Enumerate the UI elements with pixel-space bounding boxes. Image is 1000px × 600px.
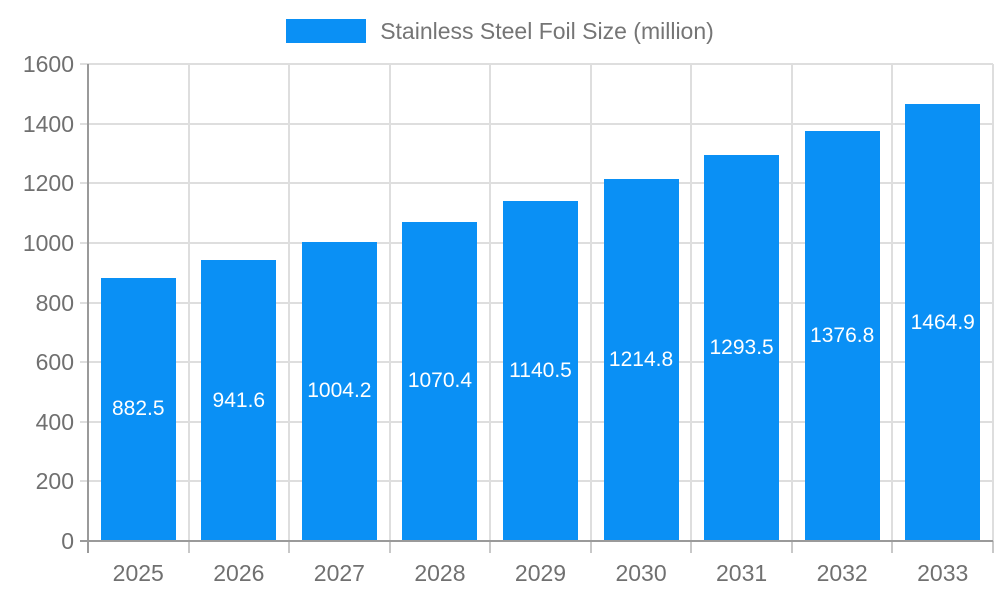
x-gridline <box>187 64 190 541</box>
y-tick-label: 600 <box>35 349 74 376</box>
y-tick-label: 400 <box>35 408 74 435</box>
x-gridline <box>388 64 391 541</box>
bar: 1140.5 <box>503 200 578 541</box>
chart-legend: Stainless Steel Foil Size (million) <box>0 17 1000 45</box>
x-axis-tick <box>690 541 693 553</box>
x-axis-tick <box>187 541 190 553</box>
x-gridline <box>489 64 492 541</box>
y-gridline <box>80 63 993 65</box>
x-tick-label: 2033 <box>917 560 969 586</box>
x-tick-label: 2026 <box>213 560 265 586</box>
x-axis-tick <box>388 541 391 553</box>
bar: 1464.9 <box>905 104 981 541</box>
y-axis-line <box>87 64 89 553</box>
x-gridline <box>690 64 693 541</box>
bar-value-label: 1376.8 <box>810 323 875 347</box>
x-gridline <box>891 64 894 541</box>
x-tick-label: 2031 <box>716 560 768 586</box>
y-gridline <box>80 182 993 185</box>
bar-value-label: 1464.9 <box>910 310 975 334</box>
y-tick-label: 0 <box>61 528 74 554</box>
x-gridline <box>790 64 793 541</box>
y-tick-label: 1600 <box>22 51 74 77</box>
x-axis-tick <box>288 541 291 553</box>
x-axis-tick <box>992 541 994 553</box>
bar-value-label: 882.5 <box>111 397 165 421</box>
y-tick-label: 200 <box>35 468 74 495</box>
x-tick-label: 2027 <box>313 560 365 586</box>
x-gridline <box>589 64 592 541</box>
bar: 1214.8 <box>603 178 679 541</box>
y-tick-label: 800 <box>35 289 74 316</box>
bar: 1070.4 <box>402 221 478 541</box>
x-axis-tick <box>891 541 894 553</box>
bar-value-label: 1070.4 <box>407 369 473 393</box>
y-tick-label: 1000 <box>22 229 74 256</box>
x-tick-label: 2025 <box>112 560 164 586</box>
x-tick-label: 2028 <box>414 560 466 586</box>
bar: 941.6 <box>201 260 277 541</box>
bar-value-label: 1214.8 <box>608 347 674 371</box>
x-axis-tick <box>489 541 492 553</box>
bar: 1376.8 <box>804 130 880 541</box>
y-tick-label: 1400 <box>22 110 74 137</box>
bar-value-label: 941.6 <box>212 388 266 412</box>
x-tick-label: 2032 <box>816 560 868 586</box>
x-tick-label: 2030 <box>615 560 667 586</box>
x-gridline <box>288 64 291 541</box>
legend-label: Stainless Steel Foil Size (million) <box>380 18 714 44</box>
bar-value-label: 1140.5 <box>509 358 572 382</box>
x-axis-tick <box>589 541 592 553</box>
bar: 882.5 <box>100 277 176 541</box>
bar: 1293.5 <box>704 155 780 541</box>
bar-value-label: 1293.5 <box>709 336 774 360</box>
x-tick-label: 2029 <box>514 560 567 586</box>
bar: 1004.2 <box>301 241 377 541</box>
legend-swatch <box>286 19 367 43</box>
y-gridline <box>80 122 993 125</box>
x-axis-tick <box>790 541 793 553</box>
y-tick-label: 1200 <box>22 170 74 197</box>
bar-value-label: 1004.2 <box>307 379 372 403</box>
x-gridline <box>992 64 994 541</box>
x-axis-line <box>80 540 993 542</box>
